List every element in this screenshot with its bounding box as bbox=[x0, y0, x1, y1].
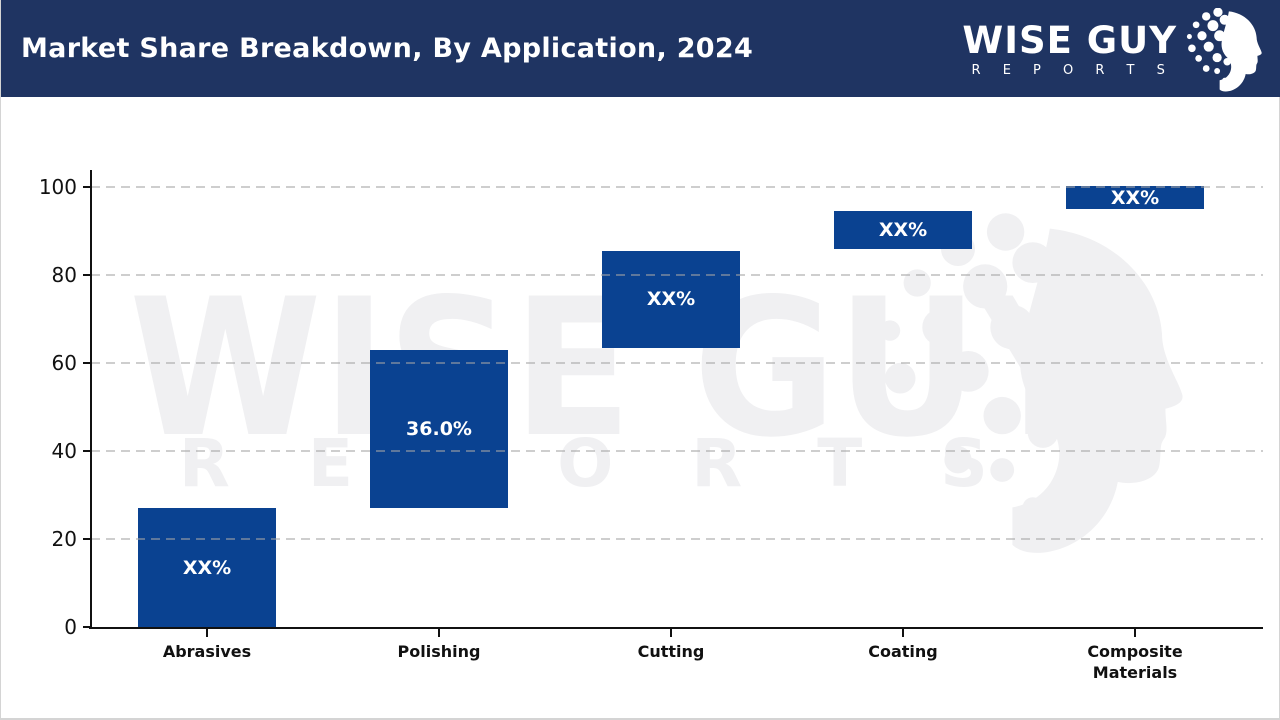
bar-composite-materials: XX% bbox=[1066, 186, 1204, 209]
y-tick-mark-40 bbox=[83, 450, 91, 452]
gridline-20 bbox=[91, 538, 1263, 540]
x-tick-mark-3 bbox=[670, 629, 672, 637]
y-tick-label-40: 40 bbox=[51, 439, 77, 463]
gridline-60 bbox=[91, 362, 1263, 364]
x-tick-mark-5 bbox=[1134, 629, 1136, 637]
x-category-label: Cutting bbox=[637, 642, 705, 661]
bar-polishing: 36.0% bbox=[370, 349, 508, 509]
x-axis-line bbox=[89, 627, 1263, 629]
y-tick-label-60: 60 bbox=[51, 351, 77, 375]
page-title: Market Share Breakdown, By Application, … bbox=[21, 33, 754, 64]
x-category-label: Polishing bbox=[397, 642, 481, 661]
x-category-label: Coating bbox=[868, 642, 938, 661]
y-tick-label-20: 20 bbox=[51, 527, 77, 551]
bar-value-label: XX% bbox=[1110, 186, 1160, 209]
brand-logo: WISE GUY R E P O R T S bbox=[962, 8, 1267, 92]
gridline-100 bbox=[91, 186, 1263, 188]
x-category-label: Abrasives bbox=[162, 642, 252, 661]
x-category-label: Composite Materials bbox=[1087, 642, 1183, 682]
y-tick-label-100: 100 bbox=[38, 175, 77, 199]
bar-cutting: XX% bbox=[602, 250, 740, 348]
brand-logo-text: WISE GUY R E P O R T S bbox=[962, 19, 1177, 78]
bar-value-label: 36.0% bbox=[406, 417, 472, 440]
x-tick-mark-4 bbox=[902, 629, 904, 637]
y-tick-label-80: 80 bbox=[51, 263, 77, 287]
watermark-brand-tagline: REPORTS bbox=[179, 425, 1066, 502]
y-tick-mark-80 bbox=[83, 274, 91, 276]
brand-name: WISE GUY bbox=[962, 19, 1177, 63]
bar-value-label: XX% bbox=[878, 218, 928, 241]
gridline-80 bbox=[91, 274, 1263, 276]
bar-abrasives: XX% bbox=[138, 508, 276, 627]
bar-coating: XX% bbox=[834, 211, 972, 249]
bar-value-label: XX% bbox=[182, 556, 232, 579]
bar-value-label: XX% bbox=[646, 288, 696, 311]
x-tick-mark-1 bbox=[206, 629, 208, 637]
y-tick-label-0: 0 bbox=[64, 615, 77, 639]
y-tick-mark-60 bbox=[83, 362, 91, 364]
brand-tagline: R E P O R T S bbox=[971, 62, 1174, 78]
head-profile-icon bbox=[1186, 8, 1262, 92]
gridline-40 bbox=[91, 450, 1263, 452]
y-tick-mark-20 bbox=[83, 538, 91, 540]
x-tick-mark-2 bbox=[438, 629, 440, 637]
header-bar: Market Share Breakdown, By Application, … bbox=[1, 0, 1280, 97]
y-tick-mark-0 bbox=[83, 626, 91, 628]
y-axis-line bbox=[90, 170, 92, 629]
y-tick-mark-100 bbox=[83, 186, 91, 188]
